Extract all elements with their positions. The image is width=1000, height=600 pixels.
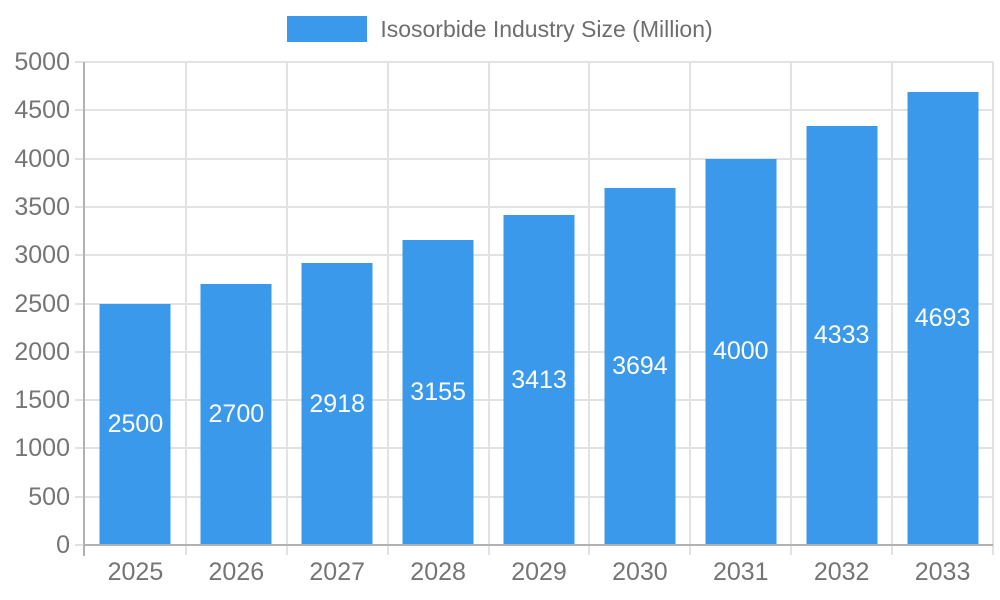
- bar-value-label: 4693: [914, 303, 971, 332]
- bar-value-label: 3413: [511, 365, 567, 394]
- horizontal-gridline: [85, 157, 993, 160]
- bar-2032[interactable]: 4333: [806, 126, 878, 545]
- bar-2027[interactable]: 2918: [301, 263, 373, 545]
- y-axis-tick-mark: [75, 157, 85, 160]
- y-axis-tick-mark: [75, 350, 85, 353]
- x-axis-tick-label: 2029: [511, 558, 567, 586]
- y-axis-tick-mark: [75, 109, 85, 112]
- x-axis-tick-mark: [790, 545, 793, 555]
- legend-swatch[interactable]: [287, 16, 368, 42]
- x-axis-tick-label: 2033: [914, 558, 971, 586]
- horizontal-gridline: [85, 205, 993, 208]
- x-axis-tick-label: 2032: [813, 558, 870, 586]
- y-axis-tick-mark: [75, 254, 85, 257]
- vertical-gridline: [386, 62, 389, 545]
- bar-2028[interactable]: 3155: [402, 240, 474, 545]
- x-axis-tick-label: 2026: [208, 558, 265, 586]
- bar-value-label: 4000: [712, 337, 769, 366]
- vertical-gridline: [790, 62, 793, 545]
- y-axis-tick-label: 1500: [14, 386, 70, 415]
- bar-value-label: 2918: [309, 389, 366, 418]
- y-axis-tick-label: 2000: [14, 337, 70, 366]
- x-axis-tick-mark: [689, 545, 692, 555]
- x-axis-tick-mark: [487, 545, 490, 555]
- y-axis-tick-label: 3500: [14, 192, 70, 221]
- y-axis-tick-mark: [75, 399, 85, 402]
- x-axis-tick-label: 2031: [712, 558, 769, 586]
- bar-2029[interactable]: 3413: [503, 215, 575, 545]
- chart-legend[interactable]: Isosorbide Industry Size (Million): [0, 14, 1000, 44]
- horizontal-gridline: [85, 109, 993, 112]
- x-axis-tick-mark: [184, 545, 187, 555]
- plot-area: 2500 2700 2918 3155 3413 3694 4000 4333 4693: [85, 61, 994, 545]
- x-axis-line: [85, 544, 993, 546]
- vertical-gridline: [689, 62, 692, 545]
- x-axis-tick-mark: [285, 545, 288, 555]
- x-axis-tick-mark: [992, 545, 994, 555]
- x-axis-tick-mark: [588, 545, 591, 555]
- y-axis-tick-mark: [75, 61, 85, 63]
- y-axis-tick-mark: [75, 205, 85, 208]
- x-axis-tick-label: 2028: [410, 558, 466, 586]
- x-axis-tick-mark: [386, 545, 389, 555]
- x-axis-tick-label: 2030: [612, 558, 668, 586]
- x-axis-tick-label: 2025: [107, 558, 164, 586]
- legend-label: Isosorbide Industry Size (Million): [380, 16, 713, 42]
- y-axis-tick-label: 1000: [14, 434, 70, 463]
- x-axis-tick-mark: [891, 545, 894, 555]
- bar-value-label: 3694: [612, 352, 668, 381]
- y-axis-tick-mark: [75, 495, 85, 498]
- bar-2030[interactable]: 3694: [604, 188, 676, 545]
- vertical-gridline: [487, 62, 490, 545]
- vertical-gridline: [184, 62, 187, 545]
- vertical-gridline: [992, 62, 994, 545]
- bar-value-label: 4333: [813, 321, 870, 350]
- vertical-gridline: [285, 62, 288, 545]
- y-axis-tick-label: 3000: [14, 241, 70, 270]
- vertical-gridline: [588, 62, 591, 545]
- y-axis-tick-label: 4000: [14, 144, 70, 173]
- bar-2025[interactable]: 2500: [99, 303, 171, 545]
- y-axis-tick-label: 2500: [14, 289, 70, 318]
- bar-value-label: 3155: [410, 378, 466, 407]
- y-axis-line: [83, 62, 85, 556]
- bar-value-label: 2500: [107, 409, 164, 438]
- vertical-gridline: [891, 62, 894, 545]
- y-axis-tick-label: 5000: [14, 48, 70, 76]
- bar-value-label: 2700: [208, 400, 265, 429]
- y-axis-tick-mark: [75, 544, 85, 546]
- bar-2031[interactable]: 4000: [705, 158, 777, 545]
- y-axis-tick-mark: [75, 302, 85, 305]
- y-axis-tick-label: 500: [28, 482, 70, 511]
- bar-2026[interactable]: 2700: [200, 284, 272, 545]
- bar-2033[interactable]: 4693: [907, 91, 979, 545]
- y-axis-tick-label: 4500: [14, 96, 70, 125]
- y-axis-tick-label: 0: [56, 531, 70, 559]
- x-axis-tick-label: 2027: [309, 558, 366, 586]
- y-axis-tick-mark: [75, 447, 85, 450]
- horizontal-gridline: [85, 61, 993, 63]
